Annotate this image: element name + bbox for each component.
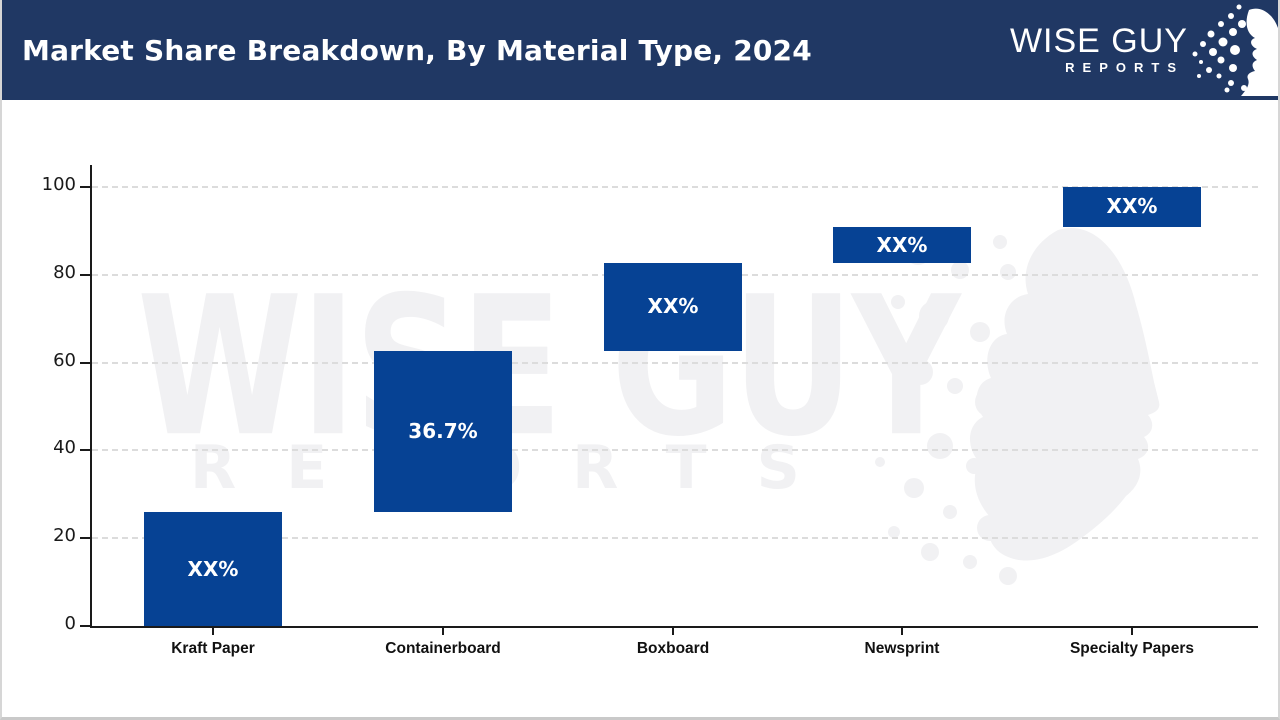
gridline-40 [92,449,1258,452]
bar-kraft-paper: XX% [144,511,282,626]
y-axis-line [90,165,92,628]
bar-containerboard: 36.7% [374,350,512,512]
x-tick [672,628,674,635]
x-axis-label-specialty-papers: Specialty Papers [1069,640,1195,657]
bar-value-label: XX% [187,556,239,581]
y-tick-label: 100 [41,174,76,195]
y-tick-label: 60 [53,349,76,371]
x-tick [442,628,444,635]
y-tick [80,537,90,540]
x-tick [212,628,214,635]
bar-value-label: 36.7% [408,418,478,443]
x-axis-label-containerboard: Containerboard [385,640,501,657]
x-tick [1131,628,1133,635]
brand-subtitle: REPORTS [1065,60,1184,75]
bar-newsprint: XX% [833,226,971,263]
dotted-head-profile-icon [1192,4,1278,96]
gridline-20 [92,537,1258,540]
gridline-60 [92,361,1258,364]
plot-area: 0 20 40 60 80 100 XX% Kraft Paper 36.7% Container… [2,100,1278,717]
header-banner: Market Share Breakdown, By Material Type… [2,0,1278,100]
page-title: Market Share Breakdown, By Material Type… [22,34,812,67]
bar-value-label: XX% [1106,194,1158,218]
x-axis-label-newsprint: Newsprint [864,640,940,657]
brand-logo: WISE GUY REPORTS [992,0,1278,100]
bar-value-label: XX% [647,293,699,318]
bar-boxboard: XX% [604,262,742,351]
y-tick-label: 80 [53,261,76,283]
y-tick [80,449,90,452]
bar-specialty-papers: XX% [1063,187,1201,227]
x-tick [901,628,903,635]
brand-name: WISE GUY [1009,22,1188,60]
y-tick-label: 20 [53,525,76,547]
y-tick [80,273,90,276]
watermark-text-line1: WISE GUY [137,256,961,480]
y-tick-label: 0 [64,613,76,634]
x-axis-line [90,626,1258,628]
x-axis-label-boxboard: Boxboard [636,640,710,657]
bar-value-label: XX% [876,232,928,257]
x-axis-label-kraft-paper: Kraft Paper [171,640,255,657]
y-tick-label: 40 [53,437,76,459]
y-tick [80,186,90,188]
y-tick [80,361,90,364]
y-tick [80,625,90,627]
gridline-100 [92,186,1258,188]
